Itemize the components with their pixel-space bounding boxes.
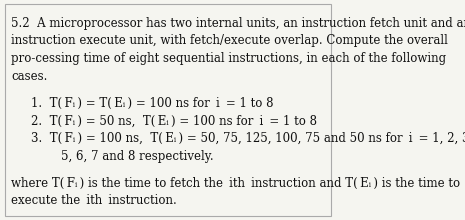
Text: 2.  T( Fᵢ ) = 50 ns,  T( Eᵢ ) = 100 ns for  i  = 1 to 8: 2. T( Fᵢ ) = 50 ns, T( Eᵢ ) = 100 ns for… (31, 114, 317, 127)
Text: 5.2  A microprocessor has two internal units, an instruction fetch unit and an: 5.2 A microprocessor has two internal un… (11, 16, 465, 30)
Text: instruction execute unit, with fetch/execute overlap. Compute the overall: instruction execute unit, with fetch/exe… (11, 34, 448, 47)
Text: execute the  ith  instruction.: execute the ith instruction. (11, 194, 177, 207)
Text: 3.  T( Fᵢ ) = 100 ns,  T( Eᵢ ) = 50, 75, 125, 100, 75 and 50 ns for  i  = 1, 2, : 3. T( Fᵢ ) = 100 ns, T( Eᵢ ) = 50, 75, 1… (31, 132, 465, 145)
Text: 1.  T( Fᵢ ) = T( Eᵢ ) = 100 ns for  i  = 1 to 8: 1. T( Fᵢ ) = T( Eᵢ ) = 100 ns for i = 1 … (31, 97, 274, 110)
Text: cases.: cases. (11, 70, 48, 83)
Text: where T( Fᵢ ) is the time to fetch the  ith  instruction and T( Eᵢ ) is the time: where T( Fᵢ ) is the time to fetch the i… (11, 176, 460, 189)
Text: 5, 6, 7 and 8 respectively.: 5, 6, 7 and 8 respectively. (31, 150, 214, 163)
Text: pro-cessing time of eight sequential instructions, in each of the following: pro-cessing time of eight sequential ins… (11, 52, 446, 65)
FancyBboxPatch shape (5, 4, 331, 216)
